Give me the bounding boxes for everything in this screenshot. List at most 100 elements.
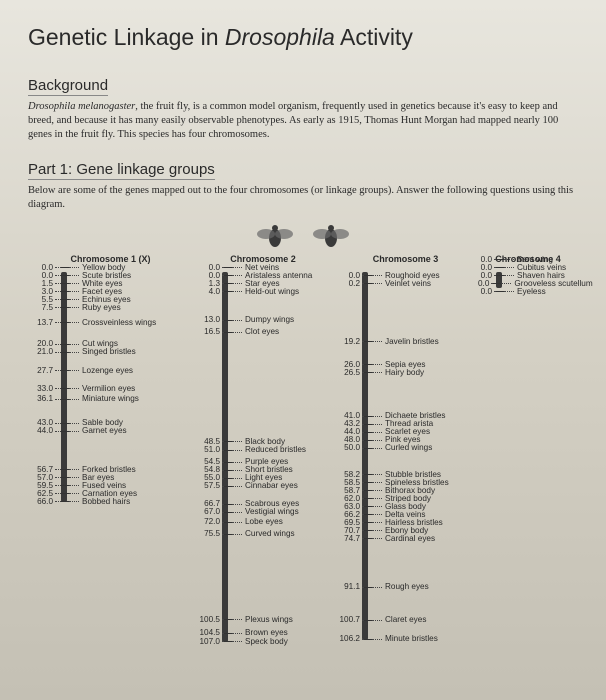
gene-entry: 13.0Dumpy wings (198, 316, 328, 324)
leader-line (372, 416, 382, 417)
leader-line (232, 486, 242, 487)
leader-line (372, 283, 382, 284)
bar-tick (364, 275, 372, 276)
gene-entry: 33.0Vermilion eyes (33, 385, 188, 393)
bar-tick (496, 267, 504, 268)
leader-line (372, 474, 382, 475)
gene-entry: 26.5Hairy body (338, 369, 473, 377)
part1-paragraph: Below are some of the genes mapped out t… (28, 184, 578, 212)
map-unit-value: 106.2 (338, 635, 362, 643)
leader-line (372, 620, 382, 621)
leader-line (69, 291, 79, 292)
map-unit-value: 13.7 (33, 319, 55, 327)
bar-tick (364, 522, 372, 523)
gene-entry: 67.0Vestigial wings (198, 508, 328, 516)
gene-entry: 72.0Lobe eyes (198, 518, 328, 526)
gene-entry: 27.7Lozenge eyes (33, 367, 188, 375)
bar-tick (61, 501, 69, 502)
gene-entry: 57.5Cinnabar eyes (198, 482, 328, 490)
bar-tick (496, 275, 504, 276)
leader-line (372, 275, 382, 276)
leader-line (372, 522, 382, 523)
gene-entry: 100.7Claret eyes (338, 616, 473, 624)
bar-tick (224, 291, 232, 292)
leader-line (69, 307, 79, 308)
gene-label: Eyeless (514, 288, 546, 296)
leader-line (69, 501, 79, 502)
bar-tick (61, 283, 69, 284)
leader-line (69, 370, 79, 371)
gene-map-area: 0.0Roughoid eyes0.2Veinlet veins19.2Jave… (338, 272, 473, 650)
gene-label: Lozenge eyes (79, 367, 133, 375)
bar-tick (224, 478, 232, 479)
leader-line (232, 478, 242, 479)
map-unit-value: 91.1 (338, 583, 362, 591)
map-unit-value: 21.0 (33, 348, 55, 356)
map-unit-value: 44.0 (33, 427, 55, 435)
leader-line (69, 322, 79, 323)
bar-tick (364, 440, 372, 441)
leader-line (372, 490, 382, 491)
leader-line (232, 283, 242, 284)
leader-line (504, 291, 514, 292)
leader-line (372, 506, 382, 507)
leader-line (232, 641, 242, 642)
gene-entry: 51.0Reduced bristles (198, 446, 328, 454)
gene-label: Vestigial wings (242, 508, 299, 516)
leader-line (232, 470, 242, 471)
map-unit-value: 72.0 (198, 518, 222, 526)
map-unit-value: 16.5 (198, 328, 222, 336)
bar-tick (364, 432, 372, 433)
bar-tick (364, 498, 372, 499)
bar-tick (224, 283, 232, 284)
leader-line (69, 485, 79, 486)
gene-label: Vermilion eyes (79, 385, 135, 393)
bar-tick (364, 283, 372, 284)
bar-tick (364, 482, 372, 483)
bar-tick (61, 291, 69, 292)
gene-label: Singed bristles (79, 348, 136, 356)
map-unit-value: 0.0 (478, 288, 494, 296)
leader-line (372, 372, 382, 373)
bar-tick (364, 639, 372, 640)
bar-tick (224, 462, 232, 463)
bar-tick (61, 423, 69, 424)
chromosome-4-column: Chromosome 4 0.0Bent wing0.0Cubitus vein… (478, 254, 578, 650)
gene-label: Veinlet veins (382, 280, 431, 288)
leader-line (232, 275, 242, 276)
gene-label: Held-out wings (242, 288, 299, 296)
gene-entry: 107.0Speck body (198, 638, 328, 646)
bar-tick (364, 474, 372, 475)
bar-tick (61, 477, 69, 478)
gene-label: Hairy body (382, 369, 424, 377)
leader-line (69, 399, 79, 400)
bar-tick (61, 370, 69, 371)
leader-line (69, 493, 79, 494)
leader-line (232, 441, 242, 442)
gene-label: Plexus wings (242, 616, 293, 624)
map-unit-value: 100.7 (338, 616, 362, 624)
gene-entry: 75.5Curved wings (198, 530, 328, 538)
leader-line (372, 364, 382, 365)
leader-line (69, 344, 79, 345)
leader-line (69, 352, 79, 353)
bar-tick (61, 388, 69, 389)
leader-line (232, 320, 242, 321)
bar-tick (364, 587, 372, 588)
leader-line (232, 450, 242, 451)
gene-label: Rough eyes (382, 583, 429, 591)
map-unit-value: 66.0 (33, 498, 55, 506)
gene-entry: 21.0 Singed bristles (33, 348, 188, 356)
gene-label: Speck body (242, 638, 288, 646)
leader-line (372, 639, 382, 640)
map-unit-value: 19.2 (338, 338, 362, 346)
bar-tick (61, 275, 69, 276)
background-paragraph: Drosophila melanogaster, the fruit fly, … (28, 100, 578, 143)
leader-line (69, 423, 79, 424)
leader-line (372, 587, 382, 588)
leader-line (504, 267, 514, 268)
gene-label: Dumpy wings (242, 316, 294, 324)
leader-line (69, 283, 79, 284)
gene-entry: 13.7Crossveinless wings (33, 319, 188, 327)
bar-tick (61, 399, 69, 400)
